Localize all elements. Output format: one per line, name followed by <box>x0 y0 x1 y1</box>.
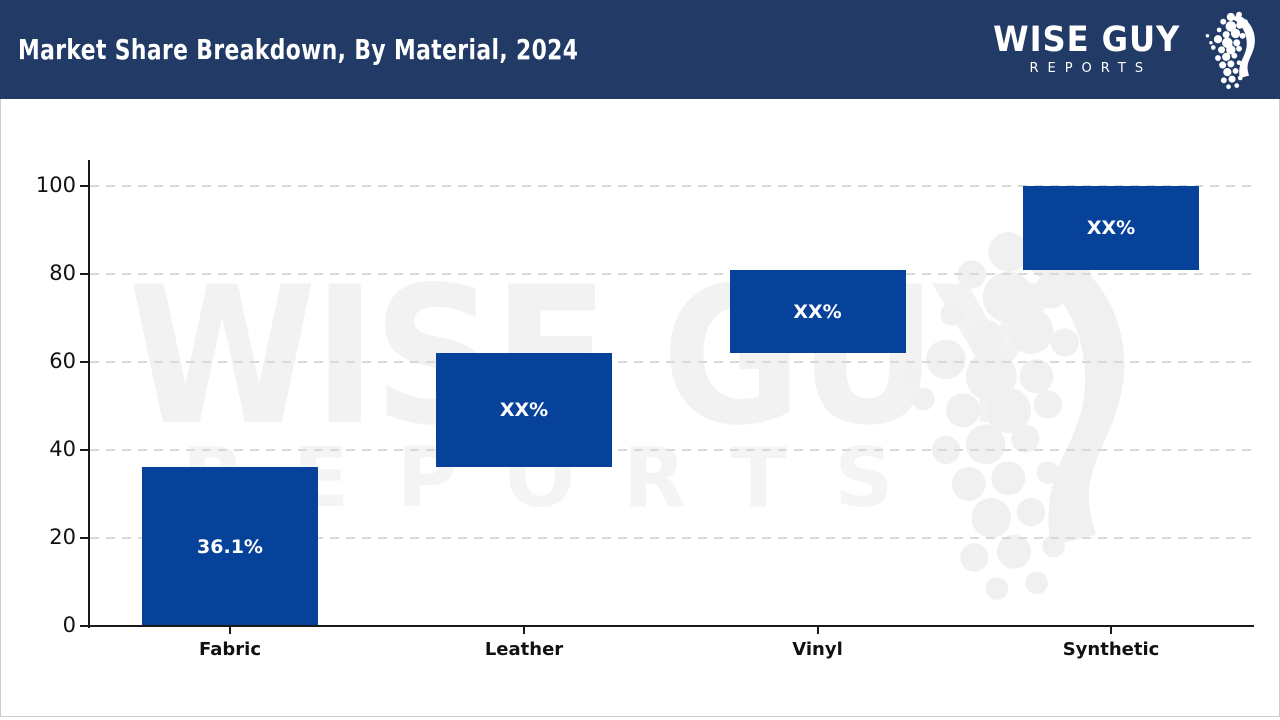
wiseguy-head-logo-icon <box>1205 11 1255 90</box>
x-category-label-synthetic: Synthetic <box>1062 639 1160 660</box>
chart-title: Market Share Breakdown, By Material, 202… <box>18 33 579 66</box>
x-tickmark-vinyl <box>816 625 819 634</box>
x-tickmark-synthetic <box>1110 625 1112 634</box>
header-bar: Market Share Breakdown, By Material, 202… <box>0 0 1280 99</box>
y-tickmark-80 <box>80 273 88 275</box>
wiseguy-logo-text: WISE GUY REPORTS <box>985 22 1188 76</box>
x-category-label-fabric: Fabric <box>199 639 261 660</box>
x-category-label-vinyl: Vinyl <box>792 639 843 660</box>
y-tickmark-60 <box>80 361 88 363</box>
logo-wiseguy-label: WISE GUY <box>992 20 1180 60</box>
logo-reports-label: REPORTS <box>1029 60 1153 76</box>
y-tick-label-60: 60 <box>49 349 76 373</box>
x-axis-spine <box>88 625 1254 627</box>
gridline-y100 <box>90 185 1252 187</box>
x-tickmark-leather <box>523 625 525 634</box>
wiseguy-head-watermark-icon <box>886 226 1125 600</box>
y-tick-label-40: 40 <box>49 437 76 461</box>
bar-leather: XX% <box>436 352 612 468</box>
gridline-y60 <box>90 361 1252 363</box>
gridline-y20 <box>90 537 1252 539</box>
x-category-label-leather: Leather <box>484 639 564 660</box>
y-axis-spine <box>88 160 90 628</box>
y-tickmark-0 <box>80 625 88 627</box>
y-tickmark-40 <box>80 449 88 451</box>
chart-area: 0 20 40 60 80 100 36.1% Fabric XX% Leather XX% Viny… <box>0 99 1280 717</box>
y-tick-label-100: 100 <box>35 173 76 197</box>
bar-vinyl: XX% <box>729 270 906 353</box>
wiseguy-logo: WISE GUY REPORTS <box>993 6 1266 94</box>
bar-value-label: XX% <box>793 300 842 323</box>
bar-synthetic: XX% <box>1023 186 1199 271</box>
y-tickmark-100 <box>80 185 88 187</box>
y-tick-label-80: 80 <box>49 261 76 285</box>
y-tick-label-20: 20 <box>49 525 76 549</box>
bar-value-label: 36.1% <box>197 535 263 558</box>
x-tickmark-fabric <box>229 625 231 634</box>
gridline-y80 <box>90 273 1252 275</box>
y-tick-label-0: 0 <box>62 613 76 637</box>
bar-value-label: XX% <box>499 398 549 421</box>
gridline-y40 <box>90 449 1252 451</box>
bar-fabric: 36.1% <box>142 467 318 626</box>
bar-value-label: XX% <box>1086 217 1136 240</box>
y-tickmark-20 <box>80 537 88 539</box>
